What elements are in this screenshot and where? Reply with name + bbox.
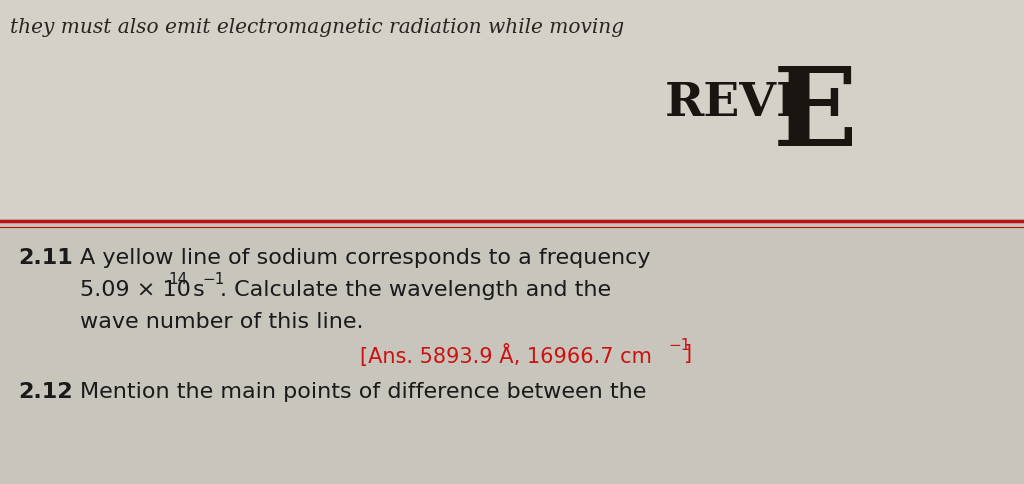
Text: . Calculate the wavelength and the: . Calculate the wavelength and the — [220, 279, 611, 300]
Text: −1: −1 — [668, 337, 690, 352]
Text: 2.11: 2.11 — [18, 247, 73, 268]
Text: A yellow line of sodium corresponds to a frequency: A yellow line of sodium corresponds to a… — [80, 247, 650, 268]
Text: 5.09 × 10: 5.09 × 10 — [80, 279, 190, 300]
Text: wave number of this line.: wave number of this line. — [80, 311, 364, 332]
Text: −1: −1 — [202, 272, 224, 287]
Text: REVI: REVI — [665, 80, 799, 126]
Text: 14: 14 — [168, 272, 187, 287]
Text: ]: ] — [684, 343, 692, 363]
Text: s: s — [186, 279, 205, 300]
Text: they must also emit electromagnetic radiation while moving: they must also emit electromagnetic radi… — [10, 18, 624, 37]
Text: E: E — [773, 62, 858, 168]
Text: Mention the main points of difference between the: Mention the main points of difference be… — [80, 381, 646, 401]
Text: [Ans. 5893.9 Å, 16966.7 cm: [Ans. 5893.9 Å, 16966.7 cm — [360, 343, 652, 366]
Text: 2.12: 2.12 — [18, 381, 73, 401]
